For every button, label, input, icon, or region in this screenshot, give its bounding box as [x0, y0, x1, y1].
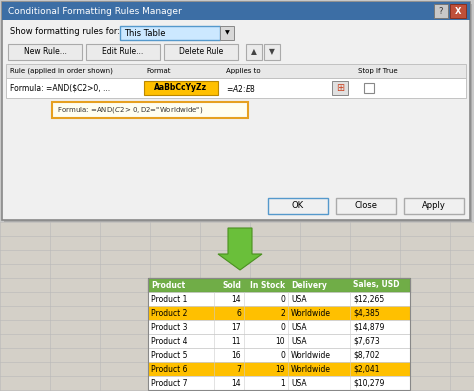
Text: $12,265: $12,265 — [353, 294, 384, 303]
Text: Product 3: Product 3 — [151, 323, 188, 332]
Text: 0: 0 — [280, 350, 285, 359]
Bar — [2, 2, 470, 20]
Text: 14: 14 — [231, 294, 241, 303]
Bar — [52, 102, 248, 118]
Bar — [404, 198, 464, 214]
Bar — [332, 81, 348, 95]
Bar — [6, 64, 466, 78]
Text: USA: USA — [291, 337, 307, 346]
Text: Rule (applied in order shown): Rule (applied in order shown) — [10, 68, 113, 74]
Text: 7: 7 — [236, 364, 241, 373]
Text: Product 4: Product 4 — [151, 337, 188, 346]
Text: Edit Rule...: Edit Rule... — [102, 47, 144, 57]
Text: 11: 11 — [231, 337, 241, 346]
Bar — [0, 222, 474, 391]
Text: Formula: =AND($C2>0, ...: Formula: =AND($C2>0, ... — [10, 84, 110, 93]
Bar — [450, 4, 466, 18]
Text: Product 1: Product 1 — [151, 294, 187, 303]
Bar — [120, 26, 220, 40]
Text: Worldwide: Worldwide — [291, 364, 331, 373]
Text: Show formatting rules for:: Show formatting rules for: — [10, 27, 120, 36]
Text: 1: 1 — [280, 378, 285, 387]
Bar — [336, 198, 396, 214]
Bar — [4, 4, 472, 222]
Bar — [8, 44, 82, 60]
Text: 19: 19 — [275, 364, 285, 373]
Bar — [434, 4, 448, 18]
Text: 2: 2 — [280, 308, 285, 317]
Polygon shape — [218, 228, 262, 270]
Text: ▼: ▼ — [225, 30, 229, 36]
Bar — [264, 44, 280, 60]
Bar — [246, 44, 262, 60]
Text: 10: 10 — [275, 337, 285, 346]
Text: Sold: Sold — [222, 280, 241, 289]
Bar — [148, 306, 410, 320]
Bar — [220, 26, 234, 40]
Text: $4,385: $4,385 — [353, 308, 380, 317]
Text: USA: USA — [291, 294, 307, 303]
Text: 6: 6 — [236, 308, 241, 317]
Text: $10,279: $10,279 — [353, 378, 384, 387]
Text: Formula: =AND($C2>0, $D2="Worldwide"): Formula: =AND($C2>0, $D2="Worldwide") — [57, 105, 203, 115]
Text: ?: ? — [439, 7, 443, 16]
Bar — [148, 278, 410, 390]
Text: 0: 0 — [280, 323, 285, 332]
Bar — [148, 362, 410, 376]
Text: Stop If True: Stop If True — [358, 68, 398, 74]
Bar — [6, 78, 466, 98]
Text: Sales, USD: Sales, USD — [353, 280, 400, 289]
Bar — [364, 83, 374, 93]
Text: ⊞: ⊞ — [336, 83, 344, 93]
Bar — [148, 320, 410, 334]
Text: $7,673: $7,673 — [353, 337, 380, 346]
Text: 14: 14 — [231, 378, 241, 387]
Text: Delete Rule: Delete Rule — [179, 47, 223, 57]
Text: $14,879: $14,879 — [353, 323, 384, 332]
Text: Conditional Formatting Rules Manager: Conditional Formatting Rules Manager — [8, 7, 182, 16]
Text: Worldwide: Worldwide — [291, 308, 331, 317]
Text: $8,702: $8,702 — [353, 350, 380, 359]
Bar — [148, 348, 410, 362]
Text: Product: Product — [151, 280, 185, 289]
Text: Format: Format — [146, 68, 171, 74]
Text: Product 5: Product 5 — [151, 350, 188, 359]
Text: Product 6: Product 6 — [151, 364, 188, 373]
Bar — [148, 278, 410, 292]
Text: Close: Close — [355, 201, 377, 210]
Text: New Rule...: New Rule... — [24, 47, 66, 57]
Text: Delivery: Delivery — [291, 280, 327, 289]
Text: OK: OK — [292, 201, 304, 210]
Text: USA: USA — [291, 323, 307, 332]
Text: Worldwide: Worldwide — [291, 350, 331, 359]
Text: 17: 17 — [231, 323, 241, 332]
Text: =$A$2:$E$8: =$A$2:$E$8 — [226, 83, 256, 93]
Text: This Table: This Table — [124, 29, 165, 38]
Bar — [148, 334, 410, 348]
Bar — [164, 44, 238, 60]
Bar — [268, 198, 328, 214]
Bar — [144, 81, 218, 95]
Bar — [148, 292, 410, 306]
Text: ▼: ▼ — [269, 47, 275, 57]
Bar — [2, 2, 470, 220]
Text: ▲: ▲ — [251, 47, 257, 57]
Text: 16: 16 — [231, 350, 241, 359]
Text: AaBbCcYyZz: AaBbCcYyZz — [155, 84, 208, 93]
Text: USA: USA — [291, 378, 307, 387]
Text: Product 2: Product 2 — [151, 308, 187, 317]
Text: Apply: Apply — [422, 201, 446, 210]
Text: Applies to: Applies to — [226, 68, 261, 74]
Text: In Stock: In Stock — [250, 280, 285, 289]
Bar — [86, 44, 160, 60]
Text: $2,041: $2,041 — [353, 364, 380, 373]
Bar — [148, 376, 410, 390]
Text: X: X — [455, 7, 461, 16]
Text: 0: 0 — [280, 294, 285, 303]
Text: Product 7: Product 7 — [151, 378, 188, 387]
